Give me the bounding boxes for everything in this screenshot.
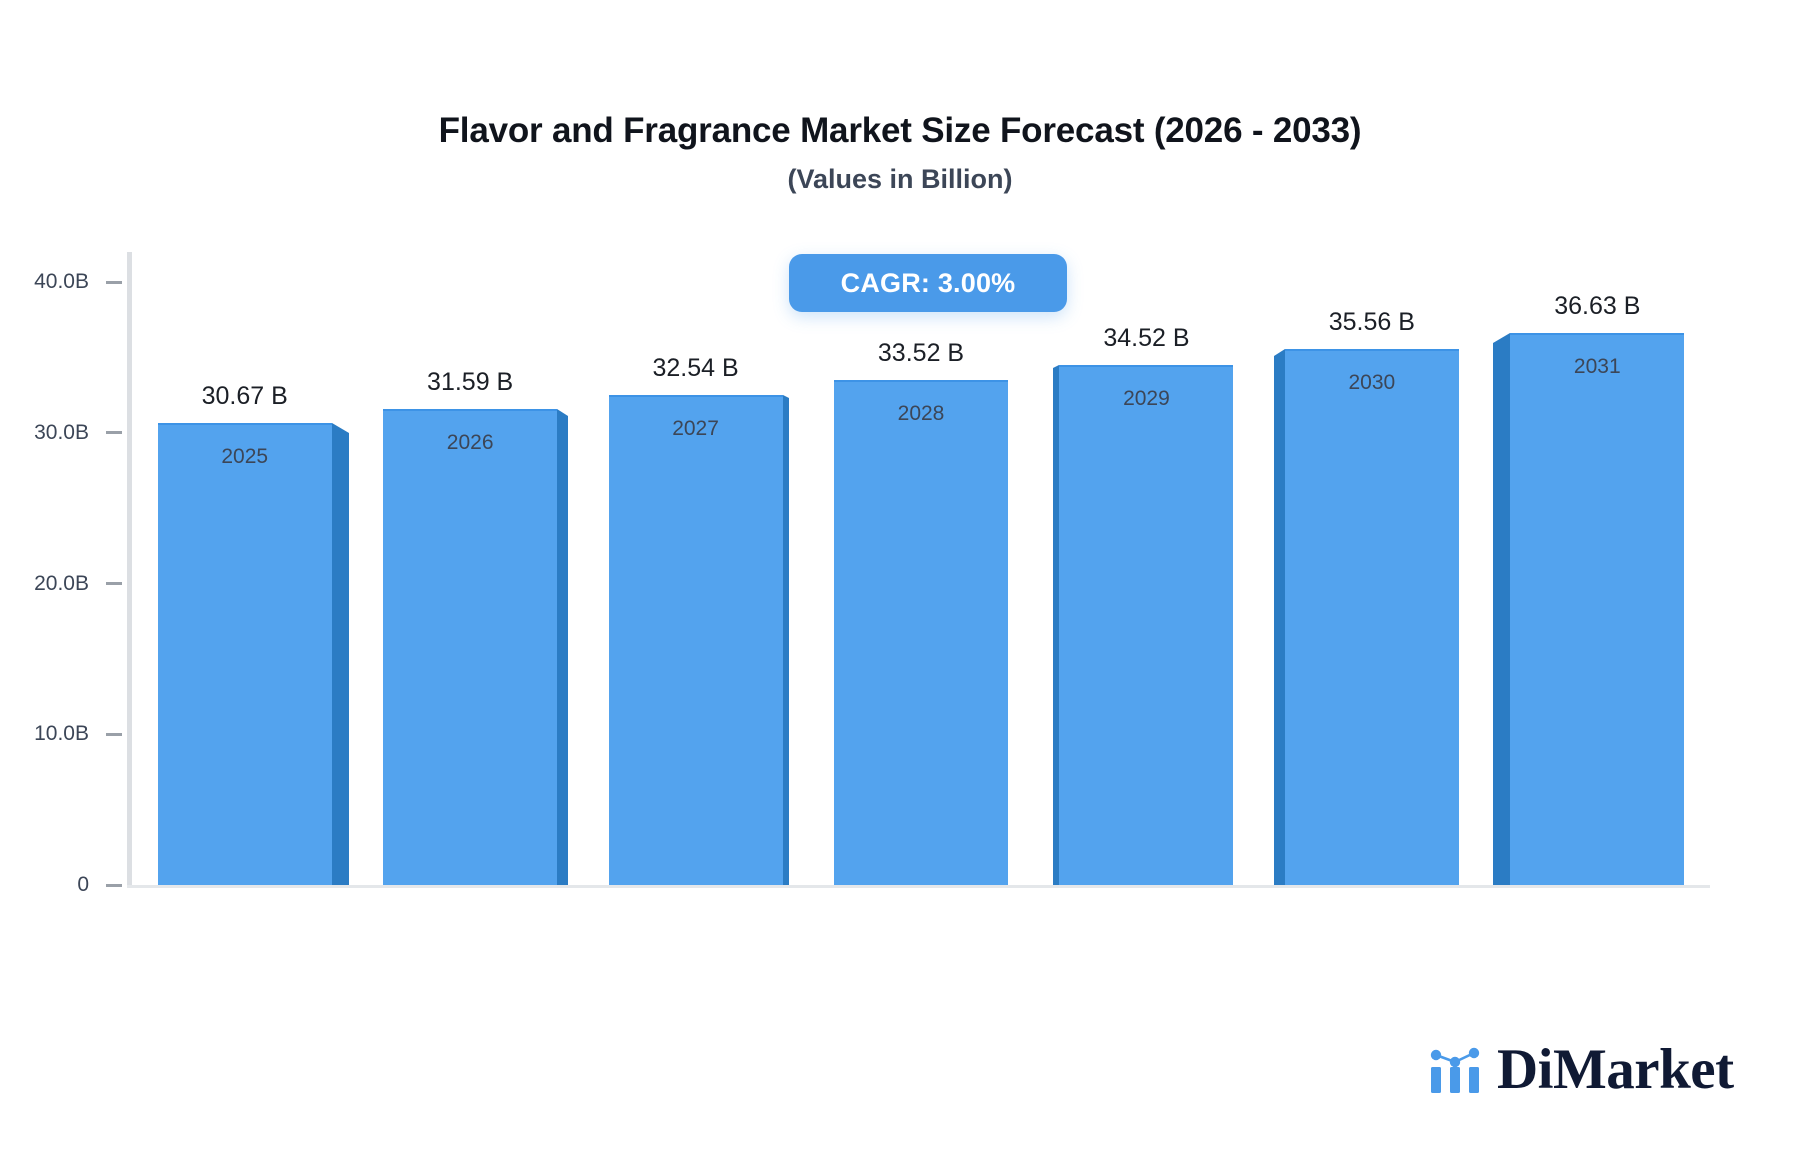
bar-2029[interactable]: 34.52 B 2029 (1053, 324, 1234, 885)
bar-chart-logo-icon (1430, 1047, 1480, 1093)
x-axis-label: 2025 (221, 444, 269, 468)
x-axis-label: 2028 (897, 401, 945, 425)
y-axis-tick-mark (106, 582, 122, 586)
bar-front-face (157, 422, 332, 885)
bar-2027[interactable]: 32.54 B 2027 (608, 354, 789, 885)
chart-subtitle: (Values in Billion) (787, 163, 1013, 194)
y-axis-tick: 30.0B (34, 421, 132, 445)
page-title: Flavor and Fragrance Market Size Forecas… (438, 111, 1362, 150)
x-axis-line (127, 885, 1710, 888)
x-axis-label: 2027 (672, 416, 719, 440)
bar-value-label: 31.59 B (427, 367, 514, 396)
bar-2031[interactable]: 36.63 B 2031 (1493, 292, 1685, 885)
bar-front-face (834, 379, 1008, 885)
bar-side-top (1493, 333, 1511, 344)
bar-side-face (1053, 368, 1060, 885)
bar-side-face (331, 433, 349, 885)
y-axis-tick-label: 10.0B (34, 722, 89, 746)
bar-front-face (383, 408, 558, 885)
y-axis-tick: 10.0B (34, 722, 132, 746)
y-axis-tick-mark (106, 732, 122, 736)
y-axis-tick-label: 20.0B (34, 571, 89, 595)
y-axis-tick: 20.0B (34, 572, 132, 596)
x-axis-label: 2031 (1573, 354, 1621, 378)
y-axis-tick: 40.0B (34, 270, 132, 294)
plot-area: 40.0B 30.0B 20.0B 10.0B 0 30.67 B 2025 31.59 B… (34, 252, 1710, 896)
cagr-badge-label: CAGR: 3.00% (840, 267, 1016, 298)
y-axis-tick-label: 0 (77, 873, 89, 896)
x-axis-label: 2026 (446, 430, 494, 454)
bar-side-face (557, 415, 569, 885)
bar-value-label: 34.52 B (1103, 323, 1190, 352)
bar-front-face (1510, 332, 1685, 885)
bar-side-top (1053, 365, 1060, 369)
cagr-badge: CAGR: 3.00% (789, 254, 1067, 312)
bar-front-face (1284, 349, 1459, 885)
bar-side-face (1273, 356, 1285, 885)
y-axis-tick-label: 40.0B (34, 270, 89, 294)
bar-side-face (782, 398, 789, 885)
dimarket-logo: DiMarket (1427, 1035, 1734, 1103)
x-axis-label: 2029 (1123, 386, 1170, 410)
y-axis-tick-mark (106, 280, 122, 284)
bar-2028[interactable]: 33.52 B 2028 (834, 339, 1008, 885)
bar-front-face (1059, 364, 1234, 885)
y-axis-tick-label: 30.0B (34, 420, 89, 444)
bar-side-top (1273, 349, 1285, 357)
bar-value-label: 36.63 B (1554, 291, 1641, 320)
bar-value-label: 30.67 B (201, 381, 288, 410)
bar-2025[interactable]: 30.67 B 2025 (157, 382, 349, 885)
bar-side-top (557, 408, 569, 416)
x-axis-label: 2030 (1348, 371, 1396, 395)
logo-text: DiMarket (1497, 1037, 1734, 1101)
y-axis-tick: 0 (77, 873, 132, 897)
bar-side-top (331, 423, 349, 434)
bar-2026[interactable]: 31.59 B 2026 (383, 368, 569, 885)
y-axis-tick-mark (106, 883, 122, 887)
bar-2030[interactable]: 35.56 B 2030 (1273, 308, 1459, 885)
bar-front-face (608, 394, 783, 885)
bar-series: 30.67 B 2025 31.59 B 2026 32.54 B 2027 33.52 B… (132, 252, 1710, 885)
title-block: Flavor and Fragrance Market Size Forecas… (0, 111, 1800, 194)
bar-side-face (1493, 343, 1511, 885)
y-axis-line (127, 252, 132, 885)
y-axis-tick-mark (106, 431, 122, 435)
bar-side-top (782, 395, 789, 399)
bar-value-label: 33.52 B (877, 338, 965, 367)
bar-value-label: 32.54 B (652, 353, 739, 382)
bar-value-label: 35.56 B (1328, 308, 1415, 337)
